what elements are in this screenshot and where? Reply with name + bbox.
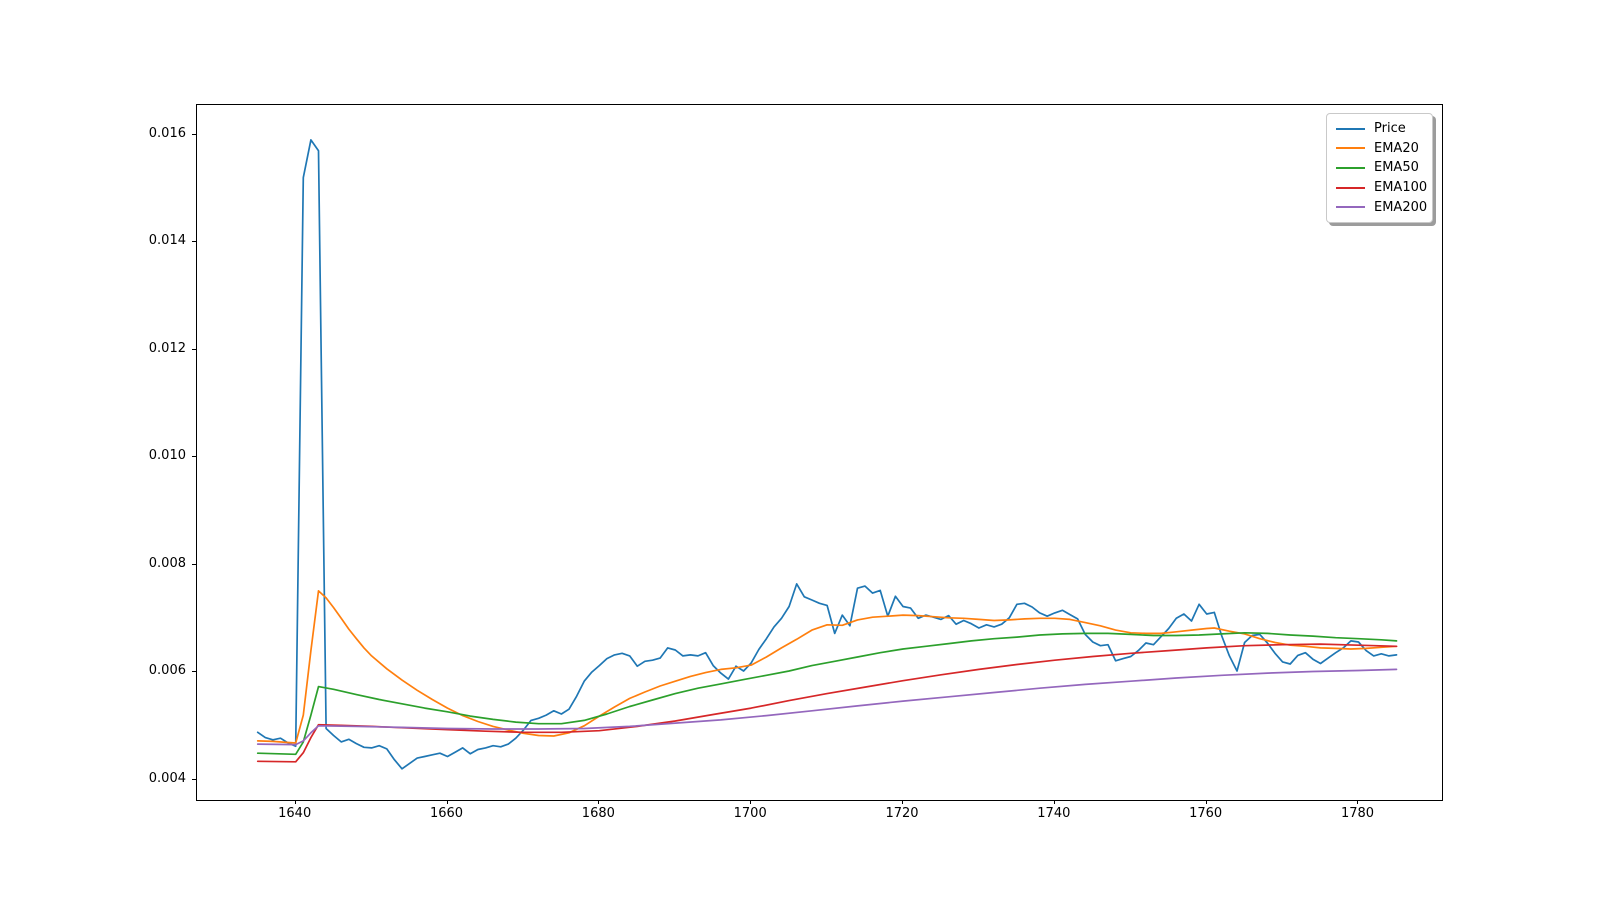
legend-item-price: Price <box>1336 119 1424 139</box>
x-tick-mark <box>598 800 600 804</box>
legend-item-ema100: EMA100 <box>1336 178 1428 198</box>
x-tick-label: 1680 <box>581 806 615 821</box>
y-tick-mark <box>192 348 196 350</box>
x-tick-mark <box>1357 800 1359 804</box>
legend-label-price: Price <box>1374 121 1406 137</box>
x-tick-label: 1720 <box>885 806 919 821</box>
legend-label-ema200: EMA200 <box>1374 199 1428 215</box>
y-tick-label: 0.014 <box>148 233 186 249</box>
legend-label-ema20: EMA20 <box>1374 140 1419 156</box>
legend-swatch-ema200 <box>1336 206 1365 209</box>
series-line-ema100 <box>256 643 1398 763</box>
y-tick-label: 0.010 <box>148 448 186 464</box>
x-tick-label: 1640 <box>278 806 312 821</box>
y-tick-mark <box>192 778 196 780</box>
y-tick-mark <box>192 563 196 565</box>
y-tick-label: 0.004 <box>148 770 186 786</box>
series-line-price <box>256 139 1398 770</box>
y-tick-mark <box>192 241 196 243</box>
x-tick-mark <box>1053 800 1055 804</box>
x-tick-mark <box>294 800 296 804</box>
y-tick-mark <box>192 133 196 135</box>
y-tick-mark <box>192 671 196 673</box>
legend-swatch-ema20 <box>1336 147 1365 150</box>
x-tick-label: 1660 <box>429 806 464 821</box>
legend: Price EMA20 EMA50 EMA100 EMA200 <box>1326 113 1433 223</box>
y-tick-label: 0.006 <box>148 663 186 679</box>
chart-lines <box>256 139 1398 770</box>
x-tick-label: 1700 <box>733 806 767 821</box>
series-line-ema50 <box>256 631 1398 756</box>
y-tick-mark <box>192 456 196 458</box>
legend-label-ema50: EMA50 <box>1374 160 1419 176</box>
legend-item-ema50: EMA50 <box>1336 158 1424 178</box>
legend-swatch-ema100 <box>1336 186 1365 189</box>
x-tick-label: 1760 <box>1189 806 1223 821</box>
y-tick-label: 0.016 <box>148 125 186 141</box>
y-tick-label: 0.012 <box>148 340 186 356</box>
legend-swatch-price <box>1336 127 1365 130</box>
x-tick-mark <box>446 800 448 804</box>
legend-swatch-ema50 <box>1336 166 1365 169</box>
legend-label-ema100: EMA100 <box>1374 180 1428 196</box>
x-tick-label: 1740 <box>1037 806 1071 821</box>
x-tick-mark <box>750 800 752 804</box>
y-tick-label: 0.008 <box>148 555 186 571</box>
x-tick-mark <box>902 800 903 804</box>
x-tick-label: 1780 <box>1340 806 1375 821</box>
legend-item-ema200: EMA200 <box>1336 197 1428 217</box>
legend-item-ema20: EMA20 <box>1336 139 1424 159</box>
x-tick-mark <box>1205 800 1207 804</box>
series-line-ema200 <box>256 668 1398 746</box>
series-line-ema20 <box>256 590 1398 744</box>
plot-area <box>196 104 1443 801</box>
